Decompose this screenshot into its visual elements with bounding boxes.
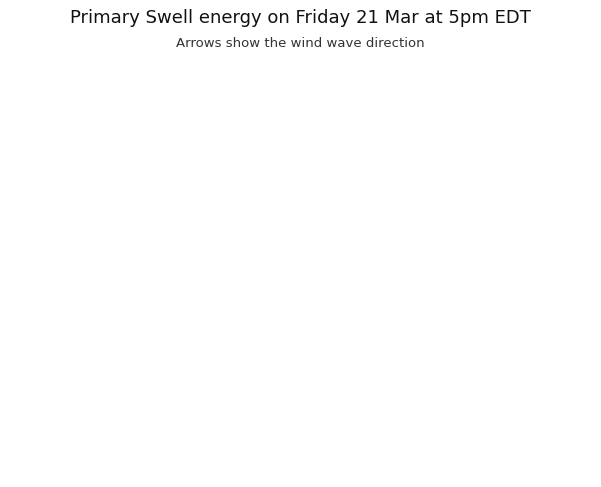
Text: Primary Swell energy on Friday 21 Mar at 5pm EDT: Primary Swell energy on Friday 21 Mar at… xyxy=(70,9,531,27)
Text: Arrows show the wind wave direction: Arrows show the wind wave direction xyxy=(176,37,425,50)
Text: cartopy required: cartopy required xyxy=(243,264,358,279)
